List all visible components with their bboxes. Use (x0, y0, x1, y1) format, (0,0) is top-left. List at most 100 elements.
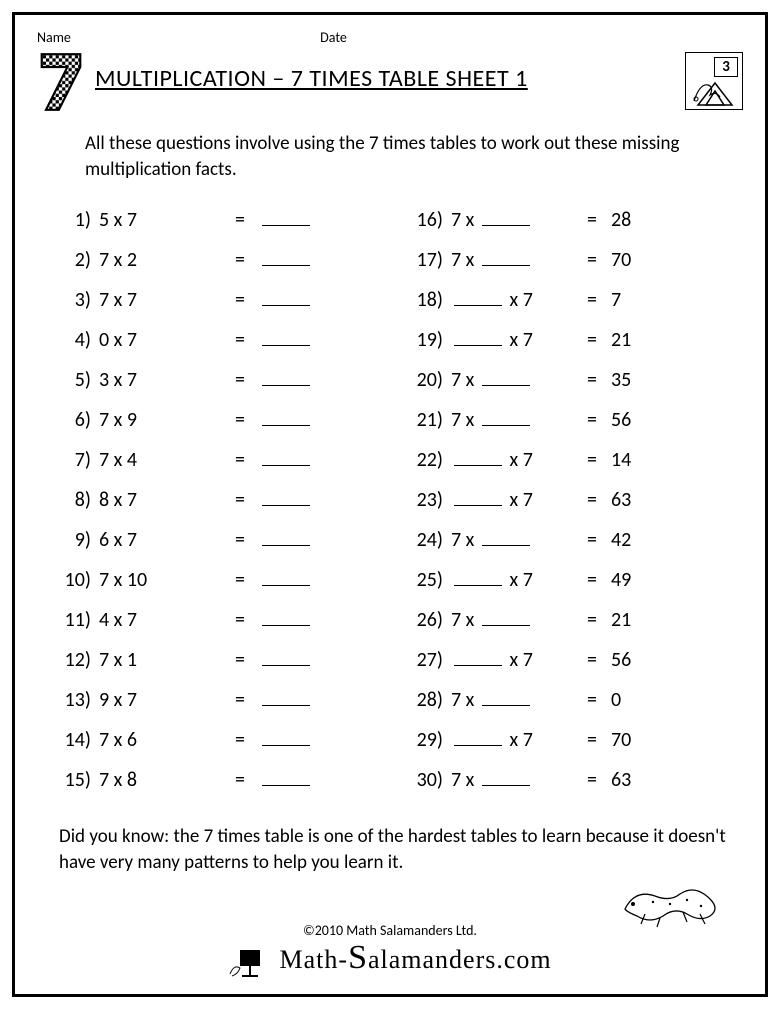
blank-line[interactable] (262, 326, 310, 346)
problem-answer: 49 (611, 568, 681, 592)
problem-row: 1)5 x 7= (59, 206, 391, 246)
problem-expression: x 7 (451, 486, 581, 512)
problem-answer: 7 (611, 288, 681, 312)
blank-line[interactable] (482, 206, 530, 226)
blank-line[interactable] (262, 406, 310, 426)
left-column: 1)5 x 7=2)7 x 2=3)7 x 7=4)0 x 7=5)3 x 7=… (59, 206, 391, 806)
blank-line[interactable] (454, 326, 502, 346)
problem-number: 10) (59, 568, 99, 592)
blank-line[interactable] (482, 686, 530, 706)
blank-line[interactable] (482, 246, 530, 266)
blank-line[interactable] (262, 446, 310, 466)
problem-expression: 7 x 6 (99, 728, 229, 752)
problem-expression: 7 x (451, 766, 581, 792)
problem-number: 27) (411, 648, 451, 672)
problem-row: 28)7 x =0 (411, 686, 743, 726)
equals-sign: = (581, 688, 611, 712)
blank-line[interactable] (262, 486, 310, 506)
blank-line[interactable] (482, 526, 530, 546)
problem-expression: 7 x 9 (99, 408, 229, 432)
problem-answer: 70 (611, 728, 681, 752)
problem-expression: 0 x 7 (99, 328, 229, 352)
equals-sign: = (581, 408, 611, 432)
problem-row: 3)7 x 7= (59, 286, 391, 326)
equals-sign: = (229, 368, 259, 392)
problem-answer: 70 (611, 248, 681, 272)
blank-line[interactable] (262, 286, 310, 306)
blank-line[interactable] (262, 646, 310, 666)
problem-answer (259, 766, 329, 792)
equals-sign: = (229, 328, 259, 352)
problem-row: 17)7 x =70 (411, 246, 743, 286)
problem-number: 29) (411, 728, 451, 752)
footer: ©2010 Math Salamanders Ltd. Math-Salaman… (15, 922, 765, 984)
brand-right: alamanders.com (368, 945, 552, 974)
blank-line[interactable] (482, 366, 530, 386)
equals-sign: = (229, 568, 259, 592)
problem-row: 23) x 7=63 (411, 486, 743, 526)
problem-answer: 56 (611, 648, 681, 672)
blank-line[interactable] (262, 766, 310, 786)
blank-line[interactable] (262, 366, 310, 386)
problem-row: 13)9 x 7= (59, 686, 391, 726)
problem-number: 15) (59, 768, 99, 792)
problem-row: 6)7 x 9= (59, 406, 391, 446)
problem-answer (259, 566, 329, 592)
problem-expression: x 7 (451, 726, 581, 752)
blank-line[interactable] (262, 526, 310, 546)
blank-line[interactable] (262, 686, 310, 706)
problem-row: 9)6 x 7= (59, 526, 391, 566)
problem-number: 16) (411, 208, 451, 232)
blank-line[interactable] (454, 446, 502, 466)
problem-expression: 7 x 8 (99, 768, 229, 792)
problem-expression: 7 x (451, 606, 581, 632)
blank-line[interactable] (262, 206, 310, 226)
blank-line[interactable] (262, 726, 310, 746)
problem-number: 24) (411, 528, 451, 552)
equals-sign: = (229, 248, 259, 272)
blank-line[interactable] (482, 766, 530, 786)
equals-sign: = (229, 408, 259, 432)
blank-line[interactable] (262, 566, 310, 586)
problem-number: 7) (59, 448, 99, 472)
blank-line[interactable] (454, 486, 502, 506)
problem-number: 4) (59, 328, 99, 352)
problem-number: 23) (411, 488, 451, 512)
big-seven-icon (37, 52, 85, 117)
problem-answer (259, 366, 329, 392)
problem-row: 24)7 x =42 (411, 526, 743, 566)
problem-answer: 21 (611, 328, 681, 352)
blank-line[interactable] (482, 606, 530, 626)
problem-answer: 35 (611, 368, 681, 392)
problem-answer (259, 326, 329, 352)
problem-expression: 7 x (451, 246, 581, 272)
grade-badge: 3 (685, 52, 743, 110)
blank-line[interactable] (262, 606, 310, 626)
name-label: Name (37, 29, 317, 46)
problem-row: 26)7 x =21 (411, 606, 743, 646)
problem-answer (259, 646, 329, 672)
brand-left: Math- (280, 945, 349, 974)
problem-number: 20) (411, 368, 451, 392)
problem-number: 21) (411, 408, 451, 432)
problem-expression: 9 x 7 (99, 688, 229, 712)
problem-number: 25) (411, 568, 451, 592)
problem-expression: 3 x 7 (99, 368, 229, 392)
blank-line[interactable] (262, 246, 310, 266)
equals-sign: = (581, 328, 611, 352)
date-label: Date (320, 29, 347, 46)
problem-expression: 5 x 7 (99, 208, 229, 232)
problem-expression: 7 x 1 (99, 648, 229, 672)
equals-sign: = (581, 448, 611, 472)
equals-sign: = (581, 488, 611, 512)
blank-line[interactable] (454, 646, 502, 666)
problem-answer: 28 (611, 208, 681, 232)
blank-line[interactable] (482, 406, 530, 426)
problem-answer (259, 406, 329, 432)
problem-answer: 21 (611, 608, 681, 632)
problem-expression: 7 x 7 (99, 288, 229, 312)
problem-row: 12)7 x 1= (59, 646, 391, 686)
blank-line[interactable] (454, 726, 502, 746)
blank-line[interactable] (454, 566, 502, 586)
blank-line[interactable] (454, 286, 502, 306)
